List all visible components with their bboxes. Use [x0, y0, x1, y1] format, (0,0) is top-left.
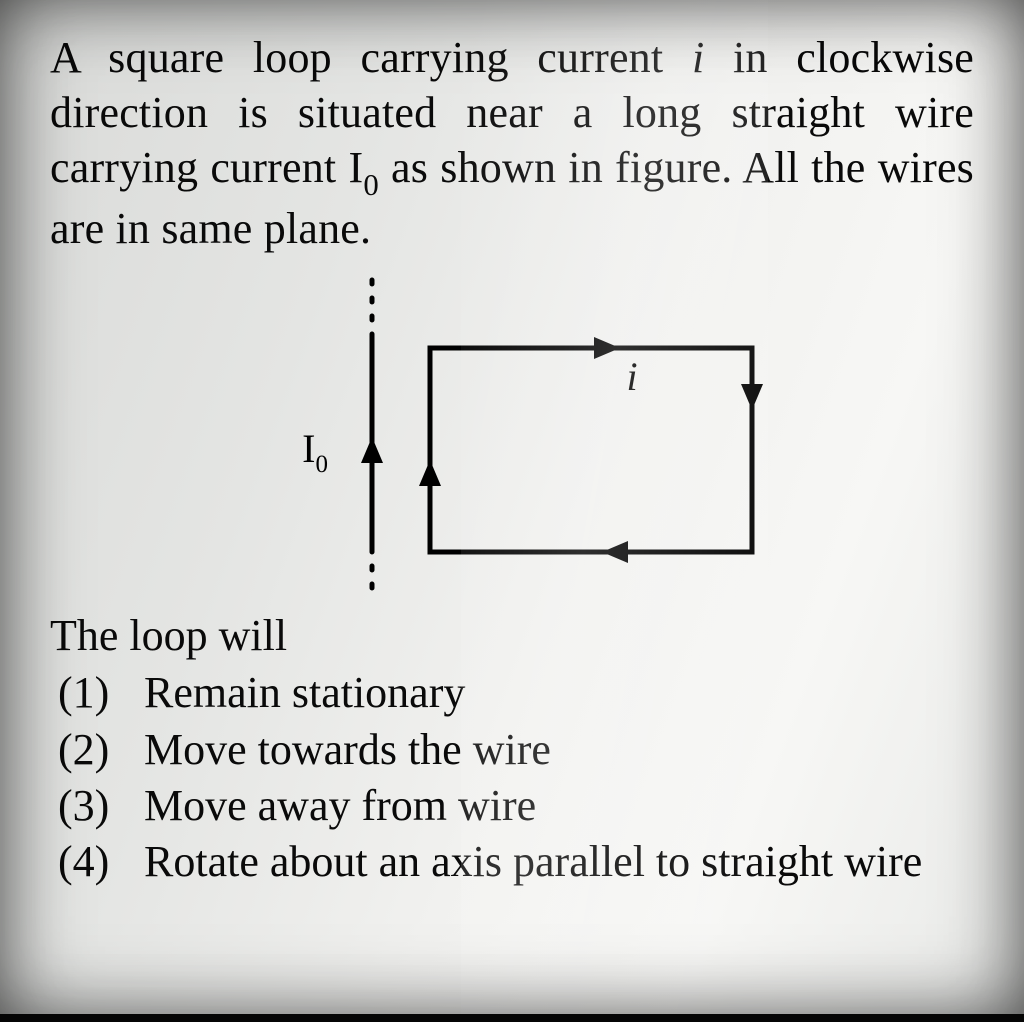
- screen-bezel: [0, 1014, 1024, 1022]
- option-number: (3): [58, 778, 144, 834]
- svg-text:I0: I0: [302, 426, 328, 478]
- problem-line: carrying current I0 as shown in figure. …: [50, 143, 866, 192]
- problem-statement: A square loop carrying current i in cloc…: [50, 30, 974, 256]
- svg-text:i: i: [626, 354, 637, 399]
- option-number: (4): [58, 834, 144, 890]
- option-3: (3) Move away from wire: [58, 778, 974, 834]
- option-text: Move towards the wire: [144, 722, 551, 778]
- option-1: (1) Remain stationary: [58, 665, 974, 721]
- option-number: (2): [58, 722, 144, 778]
- option-text: Remain stationary: [144, 665, 465, 721]
- problem-line: A square loop carrying current i in cloc…: [50, 33, 974, 82]
- options-list: (1) Remain stationary (2) Move towards t…: [50, 665, 974, 890]
- problem-line: direction is situated near a long straig…: [50, 88, 974, 137]
- option-4: (4) Rotate about an axis parallel to str…: [58, 834, 974, 890]
- question-prompt: The loop will: [50, 610, 974, 661]
- circuit-figure: I0 i: [232, 262, 792, 602]
- option-number: (1): [58, 665, 144, 721]
- option-2: (2) Move towards the wire: [58, 722, 974, 778]
- option-text: Rotate about an axis parallel to straigh…: [144, 834, 922, 890]
- figure-container: I0 i: [50, 262, 974, 602]
- option-text: Move away from wire: [144, 778, 536, 834]
